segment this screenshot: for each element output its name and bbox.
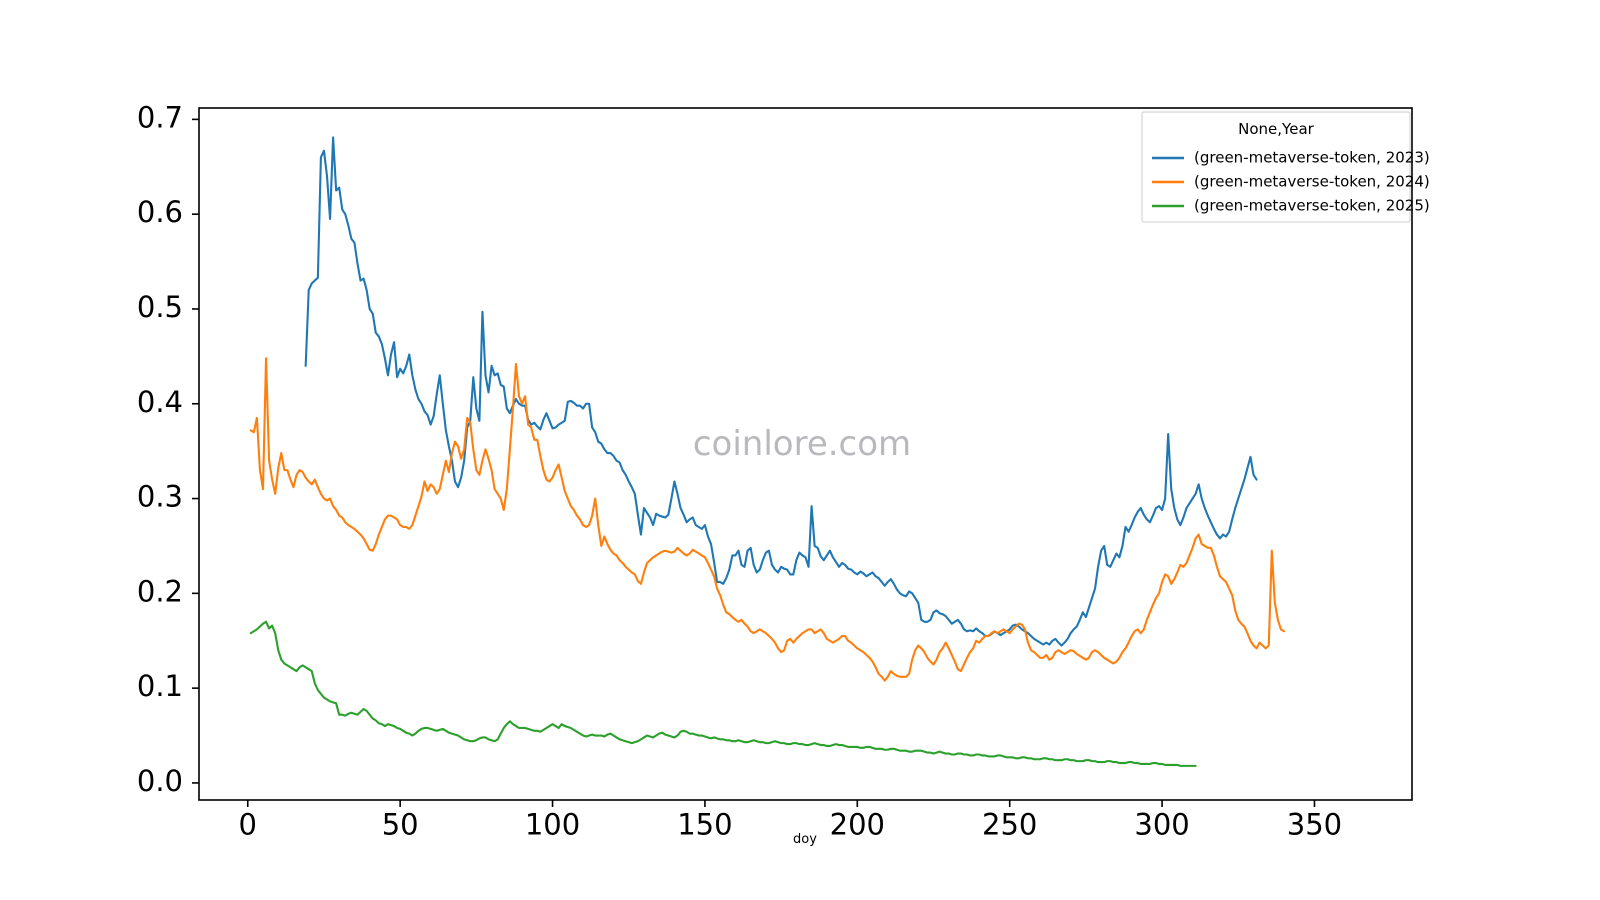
legend-label-1: (green-metaverse-token, 2024)	[1194, 173, 1430, 191]
y-tick-label: 0.2	[137, 574, 183, 608]
x-tick-label: 350	[1287, 808, 1342, 842]
legend-label-2: (green-metaverse-token, 2025)	[1194, 197, 1430, 215]
y-tick-label: 0.7	[137, 100, 183, 134]
y-tick-label: 0.0	[137, 764, 183, 798]
plot-frame	[198, 107, 1413, 801]
y-tick-label: 0.3	[137, 480, 183, 514]
chart-legend: None,Year (green-metaverse-token, 2023) (g…	[1141, 111, 1430, 223]
y-tick-label: 0.4	[137, 385, 183, 419]
y-tick-label: 0.6	[137, 195, 183, 229]
legend-background	[1141, 111, 1411, 223]
data-lines-group	[249, 136, 1286, 767]
x-tick-label: 100	[525, 808, 580, 842]
data-line-0	[304, 136, 1258, 647]
data-line-1	[249, 357, 1286, 682]
data-line-2	[249, 620, 1197, 767]
x-axis-label: doy	[793, 832, 817, 847]
x-tick-label: 150	[677, 808, 732, 842]
axes-group: 0.0 0.1 0.2 0.3 0.4 0.5 0.6 0.7 0 50 100 150 200 250 3…	[137, 100, 1413, 842]
x-tick-label: 0	[239, 808, 257, 842]
legend-label-0: (green-metaverse-token, 2023)	[1194, 149, 1430, 167]
legend-title: None,Year	[1238, 120, 1314, 138]
x-tick-label: 200	[830, 808, 885, 842]
y-tick-label: 0.1	[137, 669, 183, 703]
x-tick-label: 300	[1134, 808, 1189, 842]
x-tick-label: 250	[982, 808, 1037, 842]
watermark-label: coinlore.com	[693, 424, 911, 464]
x-tick-label: 50	[382, 808, 419, 842]
y-tick-label: 0.5	[137, 290, 183, 324]
